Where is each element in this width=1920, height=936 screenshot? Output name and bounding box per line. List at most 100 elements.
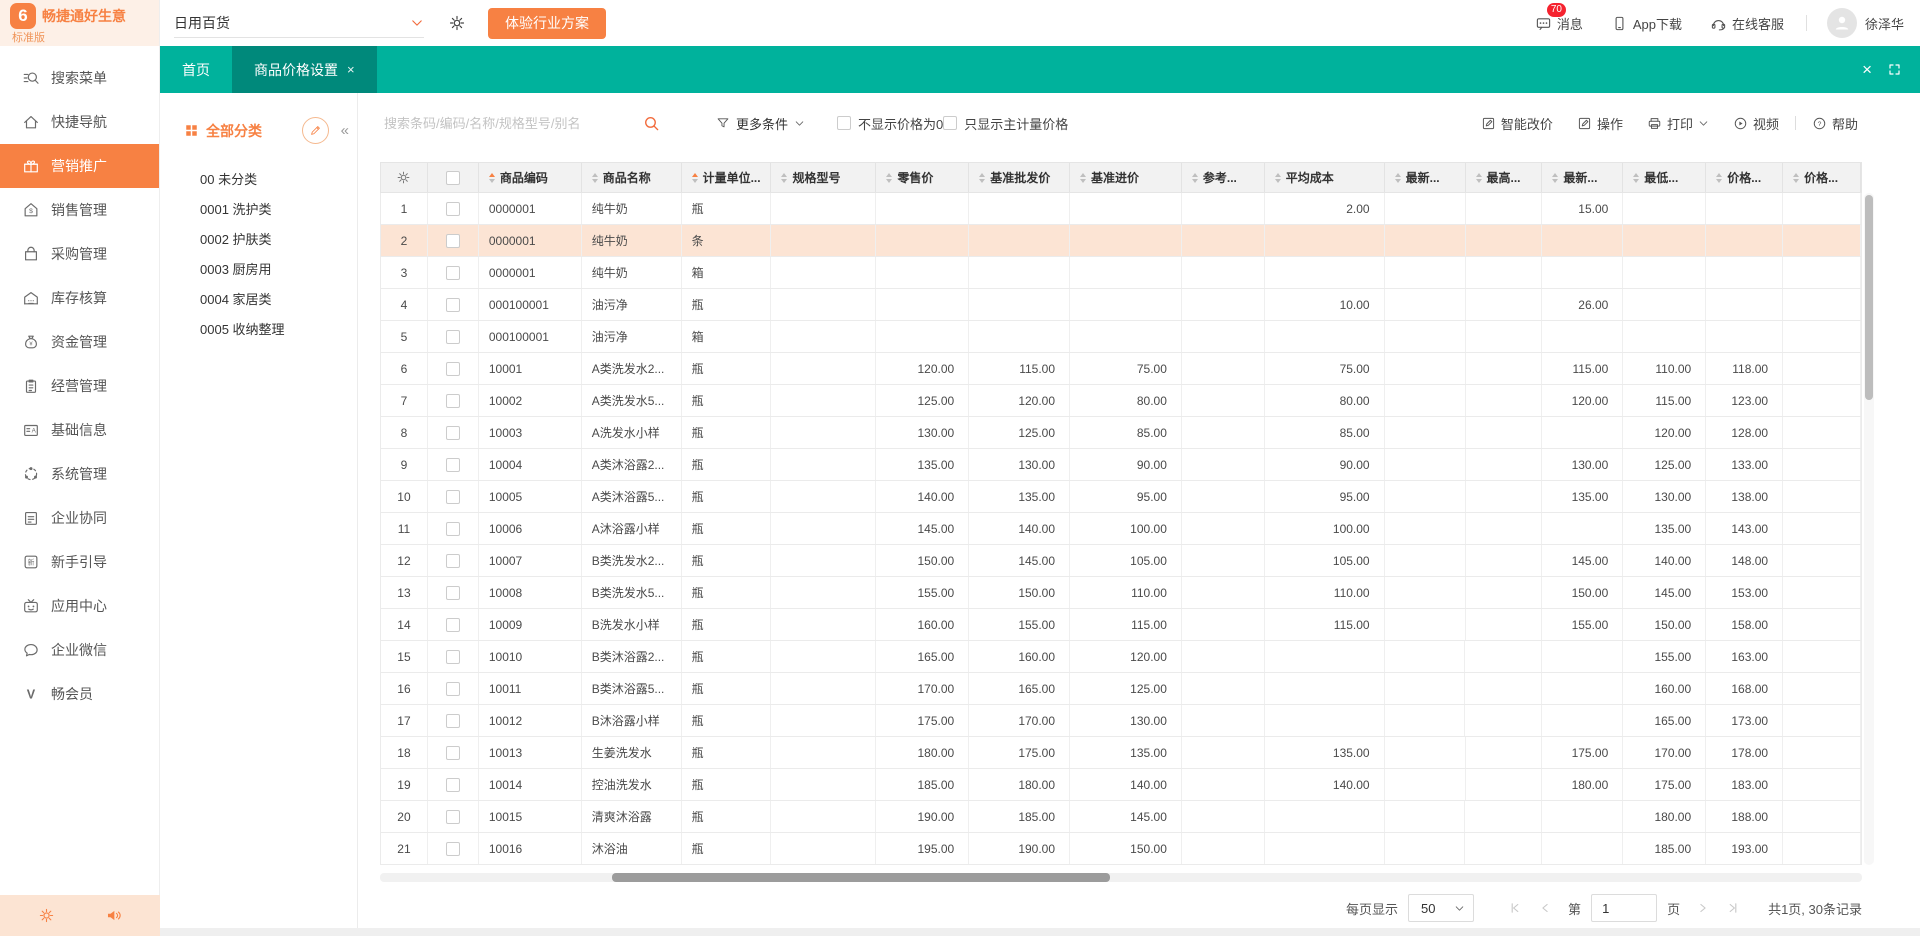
sort-icon[interactable] [1274,172,1281,183]
org-selector[interactable]: 日用百货 [174,8,424,38]
table-row[interactable]: 2 0000001 纯牛奶条 [381,225,1861,257]
org-settings-gear-icon[interactable] [448,14,466,32]
column-header-price-2[interactable]: 价格... [1783,163,1861,192]
column-header-average-cost[interactable]: 平均成本 [1265,163,1385,192]
row-checkbox[interactable] [445,681,460,696]
prev-page-icon[interactable] [1538,901,1552,915]
sidebar-item-collaboration[interactable]: 企业协同 [0,496,159,540]
sidebar-item-wechat[interactable]: 企业微信 [0,628,159,672]
row-checkbox[interactable] [445,521,460,536]
sidebar-item-base-info[interactable]: A 基础信息 [0,408,159,452]
row-checkbox[interactable] [445,745,460,760]
sort-icon[interactable] [1475,172,1482,183]
sidebar-item-member[interactable]: V 畅会员 [0,672,159,716]
column-header-price-1[interactable]: 价格... [1706,163,1784,192]
first-page-icon[interactable] [1508,901,1522,915]
category-item[interactable]: 0004 家居类 [200,292,272,307]
sort-icon[interactable] [1394,172,1401,183]
page-input[interactable] [1591,894,1658,922]
more-filters-button[interactable]: 更多条件 [716,114,805,133]
search-input[interactable] [382,114,643,132]
checkbox[interactable] [943,116,958,130]
sidebar-item-guide[interactable]: 新 新手引导 [0,540,159,584]
avatar[interactable] [1826,8,1857,38]
table-row[interactable]: 14 10009 B洗发水小样瓶 160.00 155.00 115.00 115.00 15… [381,609,1861,641]
help-button[interactable]: ? 帮助 [1812,114,1858,133]
category-item[interactable]: 0002 护肤类 [200,232,272,247]
row-checkbox[interactable] [445,201,460,216]
sort-icon[interactable] [1716,172,1723,183]
collapse-sidebar-icon[interactable] [105,907,122,924]
table-settings-header[interactable] [381,163,428,192]
sidebar-item-quick-nav[interactable]: 快捷导航 [0,100,159,144]
print-button[interactable]: 打印 [1647,114,1709,133]
table-row[interactable]: 11 10006 A沐浴露小样瓶 145.00 140.00 100.00 100.00 13… [381,513,1861,545]
sidebar-item-purchase[interactable]: 采购管理 [0,232,159,276]
column-header-spec[interactable]: 规格型号 [771,163,877,192]
row-checkbox[interactable] [445,361,460,376]
table-row[interactable]: 19 10014 控油洗发水瓶 185.00 180.00 140.00 140.00 180… [381,769,1861,801]
row-checkbox[interactable] [445,329,460,344]
per-page-select[interactable]: 50 [1408,894,1475,922]
app-download-button[interactable]: App下载 [1611,14,1682,33]
row-checkbox[interactable] [445,617,460,632]
sort-icon[interactable] [886,172,893,183]
column-header-product-code[interactable]: 商品编码 [479,163,582,192]
row-checkbox[interactable] [445,713,460,728]
column-header-reference-price[interactable]: 参考... [1182,163,1265,192]
sidebar-item-menu-search[interactable]: 搜索菜单 [0,56,159,100]
messages-button[interactable]: 消息 70 [1535,2,1583,33]
smart-reprice-button[interactable]: 智能改价 [1481,114,1553,133]
sidebar-item-funds[interactable]: ¥ 资金管理 [0,320,159,364]
close-icon[interactable]: × [1862,60,1872,79]
table-row[interactable]: 21 10016 沐浴油瓶 195.00 190.00 150.00 185.00 193.0… [381,833,1861,865]
table-row[interactable]: 10 10005 A类沐浴露5... 瓶 140.00 135.00 95.00 95.00 1… [381,481,1861,513]
tab-product-price-settings[interactable]: 商品价格设置 × [232,46,377,93]
row-checkbox[interactable] [445,809,460,824]
table-row[interactable]: 18 10013 生姜洗发水瓶 180.00 175.00 135.00 135.00 175… [381,737,1861,769]
column-header-unit[interactable]: 计量单位... [682,163,772,192]
table-row[interactable]: 7 10002 A类洗发水5... 瓶 125.00 120.00 80.00 80.00 12… [381,385,1861,417]
row-checkbox[interactable] [445,265,460,280]
sidebar-item-app-center[interactable]: 应用中心 [0,584,159,628]
column-header-highest-price[interactable]: 最高... [1466,163,1543,192]
tab-home[interactable]: 首页 [160,46,232,93]
trial-solution-button[interactable]: 体验行业方案 [488,7,606,39]
column-header-lowest-price[interactable]: 最低... [1623,163,1707,192]
online-service-button[interactable]: 在线客服 [1710,14,1784,33]
hide-zero-price-checkbox[interactable]: 不显示价格为0 [837,114,943,133]
column-header-latest-price-1[interactable]: 最新... [1385,163,1466,192]
table-row[interactable]: 17 10012 B沐浴露小样瓶 175.00 170.00 130.00 165.00 17… [381,705,1861,737]
row-checkbox[interactable] [445,841,460,856]
row-checkbox[interactable] [445,489,460,504]
next-page-icon[interactable] [1696,901,1710,915]
category-item[interactable]: 0005 收纳整理 [200,322,285,337]
checkbox[interactable] [837,116,852,130]
sort-icon[interactable] [691,172,698,183]
sort-icon[interactable] [1080,172,1087,183]
table-row[interactable]: 6 10001 A类洗发水2... 瓶 120.00 115.00 75.00 75.00 11… [381,353,1861,385]
fullscreen-icon[interactable] [1887,62,1902,77]
table-row[interactable]: 16 10011 B类沐浴露5... 瓶 170.00 165.00 125.00 160.0… [381,673,1861,705]
table-row[interactable]: 9 10004 A类沐浴露2... 瓶 135.00 130.00 90.00 90.00 13… [381,449,1861,481]
table-row[interactable]: 13 10008 B类洗发水5... 瓶 155.00 150.00 110.00 110.0… [381,577,1861,609]
main-unit-only-checkbox[interactable]: 只显示主计量价格 [943,114,1068,133]
sort-icon[interactable] [781,172,788,183]
operate-button[interactable]: 操作 [1577,114,1623,133]
sidebar-item-marketing[interactable]: 营销推广 [0,144,159,188]
sort-icon[interactable] [1793,172,1800,183]
table-row[interactable]: 15 10010 B类沐浴露2... 瓶 165.00 160.00 120.00 155.0… [381,641,1861,673]
select-all-checkbox[interactable] [445,170,460,185]
table-row[interactable]: 3 0000001 纯牛奶箱 [381,257,1861,289]
column-header-base-purchase-price[interactable]: 基准进价 [1070,163,1182,192]
settings-gear-icon[interactable] [38,907,55,924]
category-item[interactable]: 00 未分类 [200,172,258,187]
column-header-retail-price[interactable]: 零售价 [876,163,970,192]
vertical-scrollbar[interactable] [1864,193,1874,865]
row-checkbox[interactable] [445,553,460,568]
table-row[interactable]: 8 10003 A洗发水小样瓶 130.00 125.00 85.00 85.00 120.0… [381,417,1861,449]
row-checkbox[interactable] [445,585,460,600]
row-checkbox[interactable] [445,233,460,248]
sidebar-item-sales[interactable]: $ 销售管理 [0,188,159,232]
category-item[interactable]: 0003 厨房用 [200,262,272,277]
